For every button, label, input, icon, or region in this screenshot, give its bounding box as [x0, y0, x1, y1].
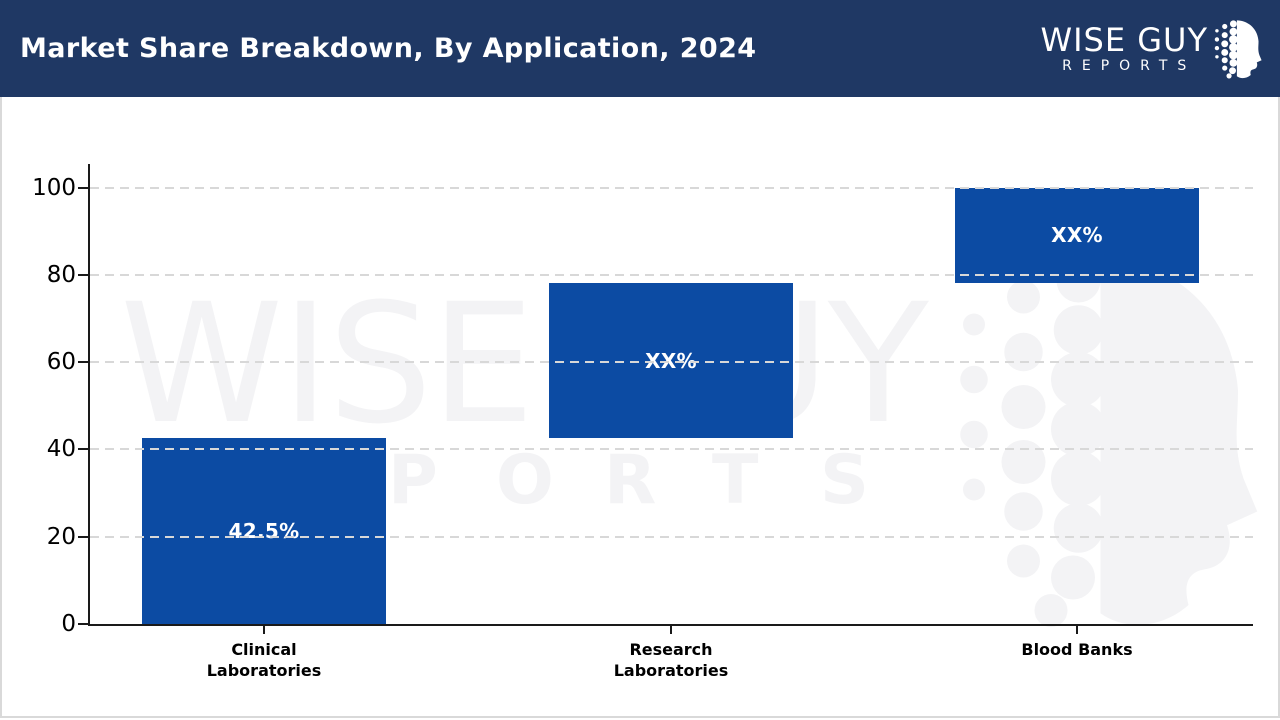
y-tick-100 — [78, 186, 88, 189]
y-tick-20 — [78, 535, 88, 538]
x-axis-label-line: Laboratories — [206, 661, 322, 680]
y-tick-40 — [78, 448, 88, 451]
x-axis-label-line: Research — [629, 640, 713, 659]
x-axis-label-line: Clinical — [231, 640, 297, 659]
y-tick-label-100: 100 — [32, 174, 76, 201]
gridline-100 — [90, 186, 1253, 189]
y-tick-label-0: 0 — [61, 611, 76, 637]
brand-subname: REPORTS — [1062, 58, 1197, 74]
gridline-40 — [90, 448, 1253, 451]
dot-face-icon — [1214, 19, 1262, 78]
x-axis-label-research-laboratories: Research Laboratories — [531, 639, 811, 681]
brand-logo-text: WISE GUY REPORTS — [1040, 23, 1208, 74]
bar-blood-banks: XX% — [955, 187, 1199, 283]
page-title: Market Share Breakdown, By Application, … — [20, 33, 757, 64]
y-axis-line — [88, 164, 90, 626]
x-tick-blood-banks — [1076, 626, 1078, 634]
x-axis-label-clinical-laboratories: Clinical Laboratories — [124, 639, 404, 681]
bar-clinical-laboratories: 42.5% — [142, 438, 386, 624]
bar-value-label: XX% — [1051, 223, 1103, 248]
gridline-80 — [90, 273, 1253, 276]
header-bar: Market Share Breakdown, By Application, … — [0, 0, 1280, 97]
y-tick-80 — [78, 273, 88, 276]
y-tick-label-80: 80 — [46, 261, 76, 288]
x-tick-clinical-laboratories — [263, 626, 265, 634]
gridline-20 — [90, 535, 1253, 538]
y-tick-label-20: 20 — [46, 523, 76, 550]
y-tick-label-40: 40 — [46, 436, 76, 463]
bar-value-label: XX% — [645, 348, 697, 373]
x-axis-label-line: Laboratories — [613, 661, 729, 680]
brand-logo: WISE GUY REPORTS — [1040, 16, 1262, 82]
x-tick-research-laboratories — [670, 626, 672, 634]
x-axis-line — [88, 624, 1253, 626]
brand-name: WISE GUY — [1040, 21, 1208, 59]
bar-research-laboratories: XX% — [549, 282, 793, 439]
x-axis-label-blood-banks: Blood Banks — [937, 639, 1217, 660]
gridline-60 — [90, 361, 1253, 364]
bar-value-label: 42.5% — [228, 519, 300, 544]
watermark-dot-face — [960, 258, 1258, 627]
y-tick-0 — [78, 623, 88, 625]
y-tick-label-60: 60 — [46, 349, 76, 376]
x-axis-label-line: Blood Banks — [1021, 640, 1133, 659]
y-tick-60 — [78, 361, 88, 364]
